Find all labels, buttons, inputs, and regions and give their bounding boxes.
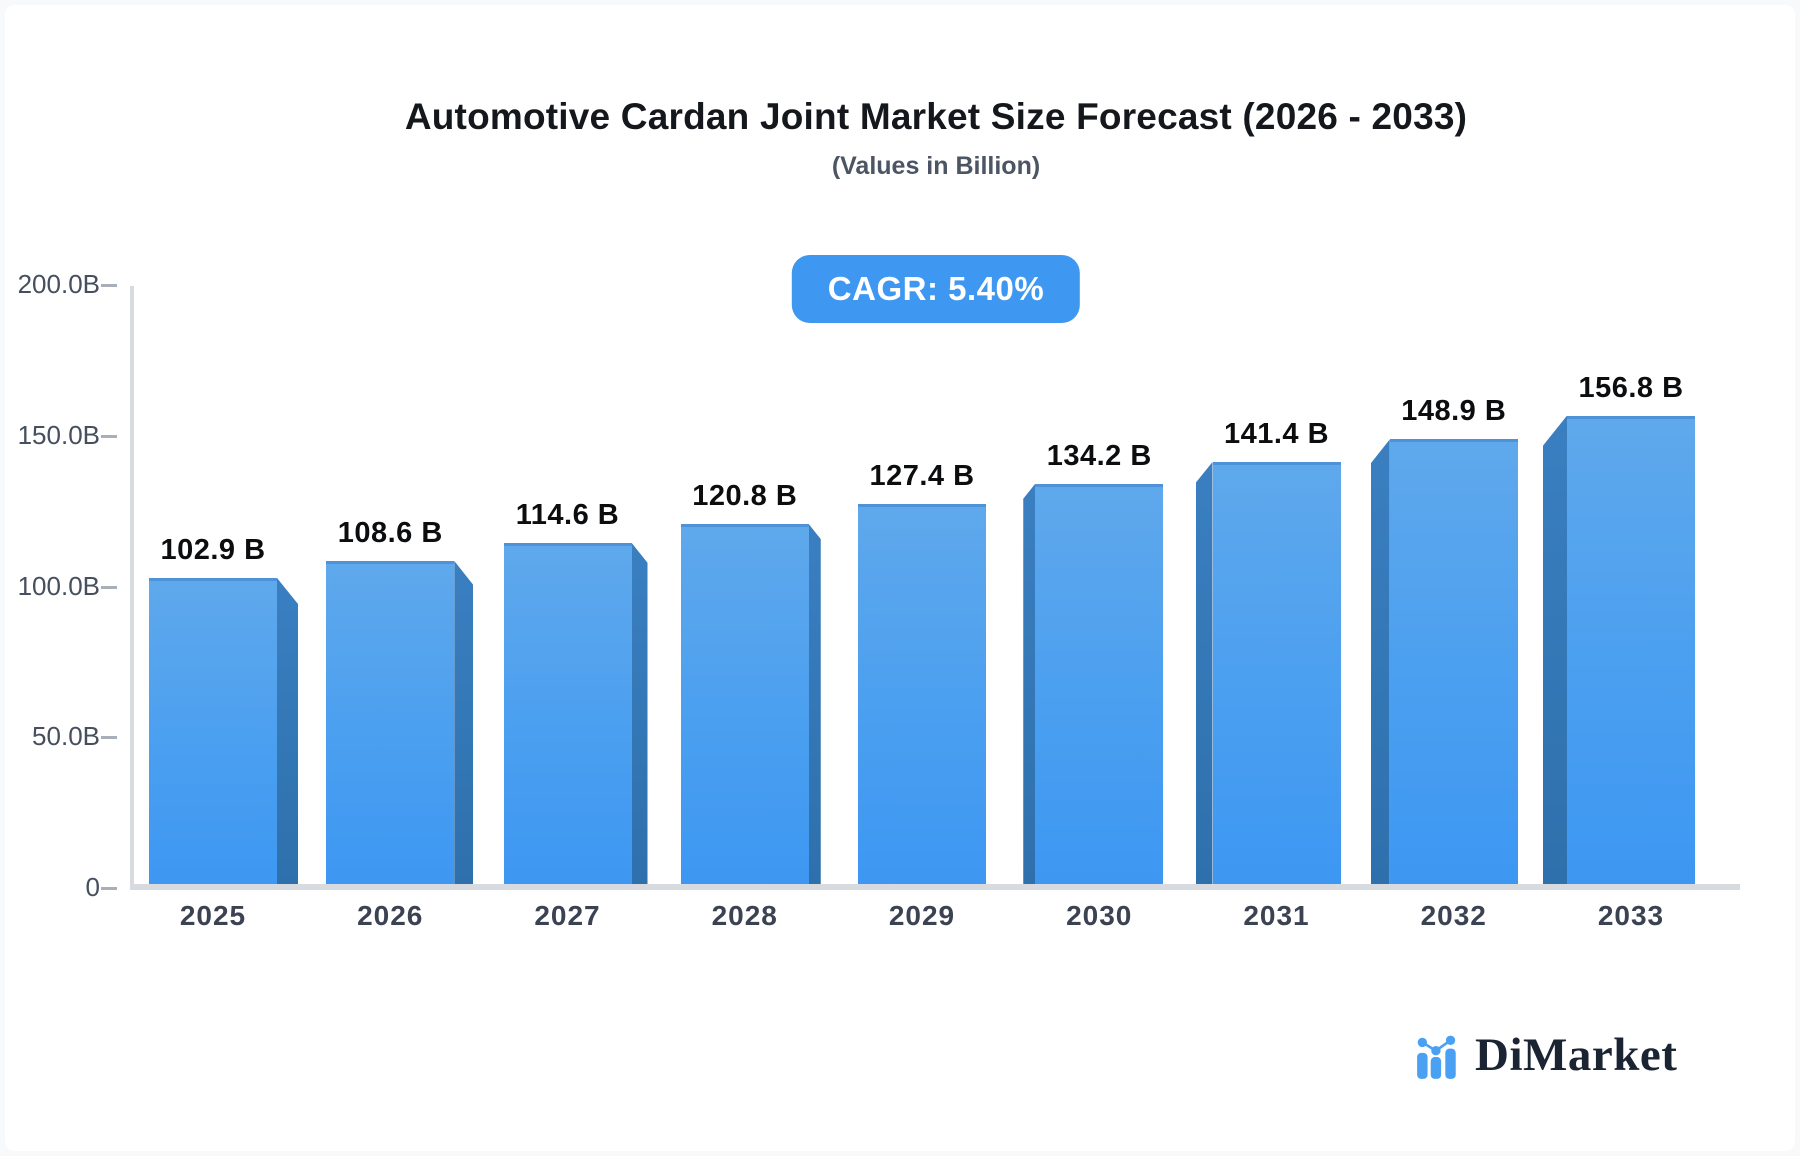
bar-side: [1370, 439, 1390, 888]
x-category-label: 2030: [1066, 900, 1133, 931]
bar-front: [326, 560, 455, 888]
x-category-label: 2027: [534, 900, 601, 931]
x-category-label: 2031: [1243, 900, 1310, 931]
bar-value-label: 114.6 B: [515, 498, 620, 531]
y-tick-mark: [101, 887, 117, 890]
bar-front: [1567, 415, 1695, 888]
y-tick-label: 200.0B: [17, 269, 100, 300]
x-category-label: 2033: [1597, 900, 1665, 931]
brand-name: DiMarket: [1475, 1029, 1678, 1081]
chart-subtitle: (Values in Billion): [831, 152, 1041, 180]
y-tick-mark: [101, 585, 117, 589]
bar-value-label: 134.2 B: [1046, 439, 1152, 472]
bar-front: [680, 524, 809, 888]
x-category-label: 2025: [179, 900, 247, 931]
brand-logo: DiMarket: [1414, 1032, 1677, 1079]
bar-front: [858, 504, 986, 888]
x-category-label: 2032: [1420, 900, 1487, 931]
bar-front: [149, 577, 277, 888]
bar-side: [1023, 483, 1036, 888]
x-axis-line: [130, 884, 1740, 890]
bar-front: [1212, 462, 1341, 888]
bar-front: [1389, 439, 1518, 888]
bar-value-label: 141.4 B: [1223, 418, 1330, 450]
y-tick-label: 150.0B: [17, 420, 100, 451]
bar-value-label: 148.9 B: [1401, 395, 1507, 428]
y-axis-line: [130, 286, 134, 887]
bar-value-label: 120.8 B: [692, 480, 798, 513]
bar-side: [277, 577, 298, 888]
y-tick-label: 50.0B: [32, 721, 100, 752]
bar-side: [1195, 462, 1213, 888]
bar-side: [454, 560, 474, 888]
x-category-label: 2029: [888, 900, 956, 931]
bar-value-label: 156.8 B: [1578, 371, 1684, 404]
bar-side: [808, 524, 821, 888]
bar-value-label: 127.4 B: [869, 460, 975, 493]
bar-front: [1035, 483, 1164, 888]
cagr-badge: CAGR: 5.40%: [791, 255, 1081, 323]
bar-value-label: 102.9 B: [160, 533, 266, 566]
bar-side: [631, 542, 648, 888]
y-tick-mark: [101, 736, 117, 740]
bar-front: [503, 542, 632, 888]
x-category-label: 2028: [711, 900, 778, 931]
chart-title: Automotive Cardan Joint Market Size Fore…: [404, 96, 1468, 137]
bar-side: [1543, 415, 1567, 888]
bar-chart-logo-icon: [1417, 1035, 1456, 1079]
y-tick-mark: [101, 284, 117, 288]
bar-value-label: 108.6 B: [337, 516, 443, 549]
y-tick-mark: [101, 435, 117, 439]
x-category-label: 2026: [357, 900, 424, 931]
y-tick-label: 0: [85, 872, 100, 902]
y-tick-label: 100.0B: [17, 570, 100, 601]
